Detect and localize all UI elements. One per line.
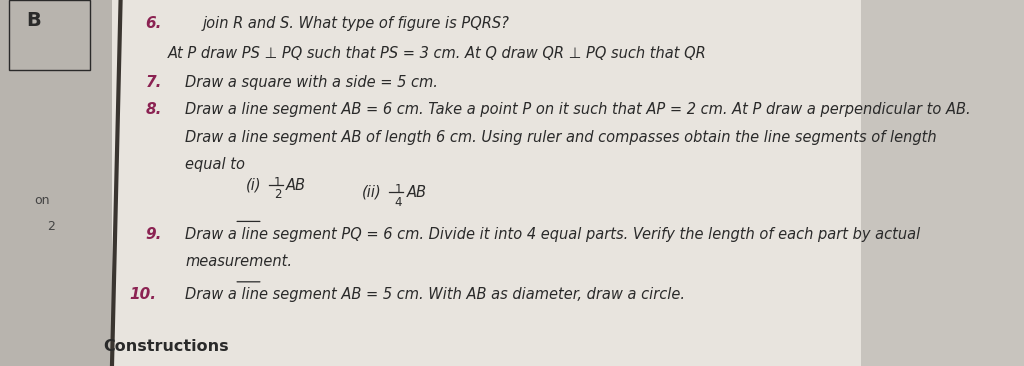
Text: 2: 2 [47, 220, 55, 233]
Text: AB: AB [286, 178, 306, 193]
Text: 6.: 6. [145, 16, 162, 31]
Text: B: B [26, 11, 41, 30]
Text: 1: 1 [273, 176, 282, 189]
Text: 9.: 9. [145, 227, 162, 242]
Text: 7.: 7. [145, 75, 162, 90]
Text: join R and S. What type of figure is PQRS?: join R and S. What type of figure is PQR… [203, 16, 509, 31]
Text: At P draw PS ⊥ PQ such that PS = 3 cm. At Q draw QR ⊥ PQ such that QR: At P draw PS ⊥ PQ such that PS = 3 cm. A… [168, 46, 707, 61]
Text: measurement.: measurement. [185, 254, 292, 269]
Text: Draw a line segment AB = 6 cm. Take a point P on it such that AP = 2 cm. At P dr: Draw a line segment AB = 6 cm. Take a po… [185, 102, 971, 117]
Text: Draw a line segment PQ = 6 cm. Divide it into 4 equal parts. Verify the length o: Draw a line segment PQ = 6 cm. Divide it… [185, 227, 921, 242]
Text: Draw a line segment AB of length 6 cm. Using ruler and compasses obtain the line: Draw a line segment AB of length 6 cm. U… [185, 130, 937, 145]
Polygon shape [0, 0, 112, 366]
Text: 10.: 10. [129, 287, 156, 302]
Text: 2: 2 [273, 188, 282, 202]
Text: 1: 1 [394, 183, 402, 196]
Text: (ii): (ii) [361, 185, 382, 200]
Text: Draw a square with a side = 5 cm.: Draw a square with a side = 5 cm. [185, 75, 438, 90]
Text: Constructions: Constructions [103, 339, 229, 354]
Polygon shape [112, 0, 861, 366]
Text: AB: AB [407, 185, 427, 200]
Text: 4: 4 [394, 196, 402, 209]
Text: Draw a line segment AB = 5 cm. With AB as diameter, draw a circle.: Draw a line segment AB = 5 cm. With AB a… [185, 287, 685, 302]
Text: (i): (i) [246, 178, 261, 193]
Text: on: on [35, 194, 50, 207]
Text: equal to: equal to [185, 157, 245, 172]
Text: 8.: 8. [145, 102, 162, 117]
